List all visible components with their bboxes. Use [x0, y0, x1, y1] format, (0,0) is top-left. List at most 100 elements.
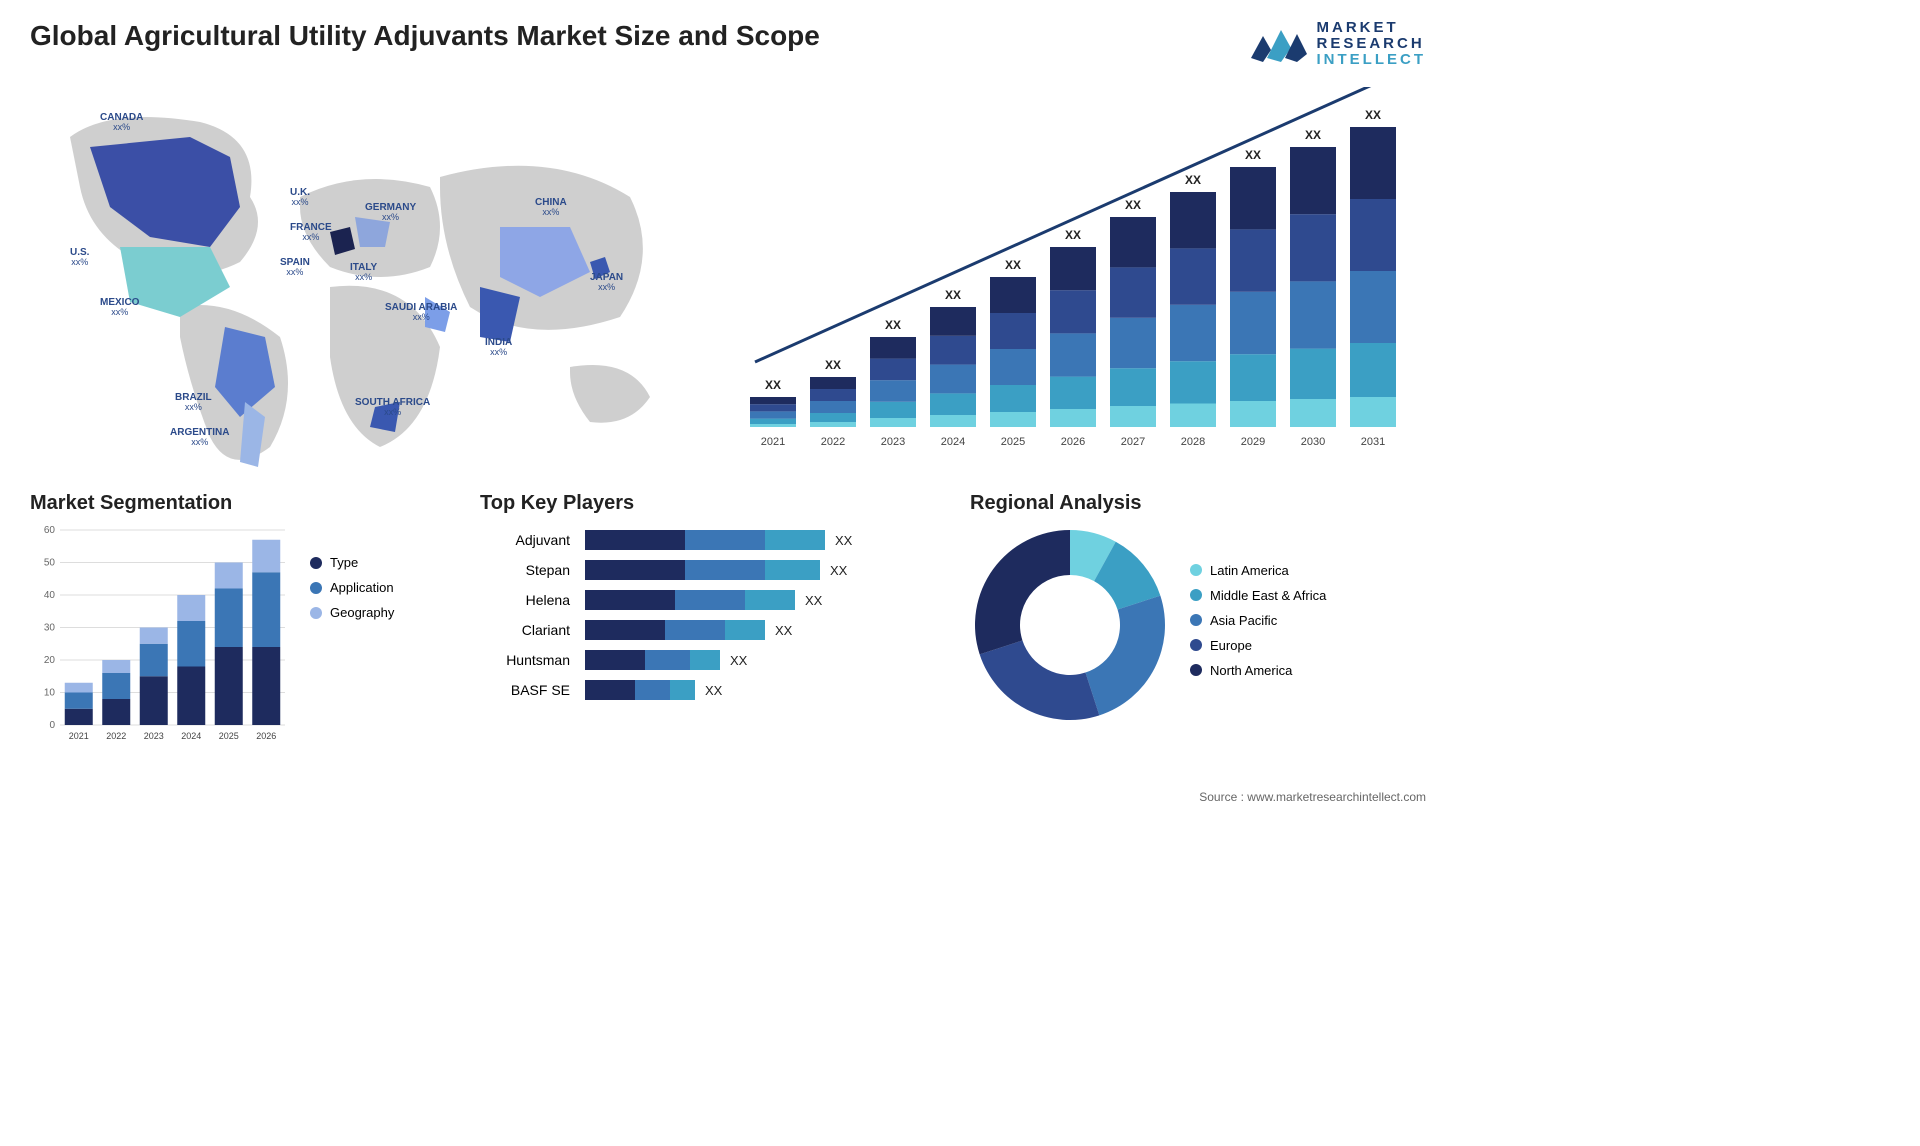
svg-text:2023: 2023 — [881, 436, 905, 448]
svg-text:XX: XX — [945, 288, 961, 302]
svg-text:XX: XX — [1365, 108, 1381, 122]
legend-item: Latin America — [1190, 563, 1326, 578]
player-label: BASF SE — [480, 675, 570, 705]
legend-label: Application — [330, 580, 394, 595]
map-label: FRANCExx% — [290, 222, 332, 243]
top-row: CANADAxx%U.S.xx%MEXICOxx%BRAZILxx%ARGENT… — [30, 87, 1426, 467]
growth-chart-svg: 2021XX2022XX2023XX2024XX2025XX2026XX2027… — [730, 87, 1430, 467]
map-label: SAUDI ARABIAxx% — [385, 302, 457, 323]
svg-text:2022: 2022 — [106, 731, 126, 741]
svg-text:30: 30 — [44, 623, 56, 634]
legend-item: Application — [310, 580, 450, 595]
legend-swatch-icon — [1190, 564, 1202, 576]
segmentation-svg: 0102030405060202120222023202420252026 — [30, 525, 290, 745]
map-label: INDIAxx% — [485, 337, 512, 358]
logo-text: MARKET RESEARCH INTELLECT — [1317, 20, 1427, 67]
donut-svg — [970, 525, 1170, 725]
map-label: SPAINxx% — [280, 257, 310, 278]
player-row: XX — [585, 555, 940, 585]
legend-item: Europe — [1190, 638, 1326, 653]
player-bar — [585, 650, 720, 670]
segmentation-title: Market Segmentation — [30, 492, 450, 515]
source-attribution: Source : www.marketresearchintellect.com — [1199, 790, 1426, 804]
logo-line1: MARKET — [1317, 20, 1427, 36]
legend-swatch-icon — [1190, 614, 1202, 626]
player-row: XX — [585, 645, 940, 675]
svg-text:2024: 2024 — [941, 436, 965, 448]
bottom-row: Market Segmentation 01020304050602021202… — [30, 492, 1426, 750]
svg-text:2024: 2024 — [181, 731, 201, 741]
legend-swatch-icon — [1190, 639, 1202, 651]
logo-line2: RESEARCH — [1317, 36, 1427, 52]
key-players-panel: Top Key Players AdjuvantStepanHelenaClar… — [480, 492, 940, 750]
legend-swatch-icon — [310, 607, 322, 619]
logo-peaks-icon — [1249, 24, 1309, 64]
regional-title: Regional Analysis — [970, 492, 1426, 515]
svg-text:40: 40 — [44, 590, 56, 601]
legend-item: Middle East & Africa — [1190, 588, 1326, 603]
svg-text:2021: 2021 — [69, 731, 89, 741]
world-map-panel: CANADAxx%U.S.xx%MEXICOxx%BRAZILxx%ARGENT… — [30, 87, 690, 467]
regional-panel: Regional Analysis Latin America Middle Ea… — [970, 492, 1426, 750]
legend-label: Latin America — [1210, 563, 1289, 578]
legend-swatch-icon — [1190, 664, 1202, 676]
legend-label: Middle East & Africa — [1210, 588, 1326, 603]
key-players-title: Top Key Players — [480, 492, 940, 515]
svg-text:XX: XX — [825, 358, 841, 372]
map-label: CHINAxx% — [535, 197, 567, 218]
svg-text:2031: 2031 — [1361, 436, 1385, 448]
regional-donut — [970, 525, 1170, 725]
legend-item: Geography — [310, 605, 450, 620]
svg-text:XX: XX — [765, 378, 781, 392]
map-label: JAPANxx% — [590, 272, 623, 293]
key-players-bars: XX XX XX XX XX XX — [585, 525, 940, 705]
player-label: Adjuvant — [480, 525, 570, 555]
logo-line3: INTELLECT — [1317, 52, 1427, 68]
svg-text:2029: 2029 — [1241, 436, 1265, 448]
svg-text:2023: 2023 — [144, 731, 164, 741]
player-bar — [585, 560, 820, 580]
svg-text:XX: XX — [1305, 128, 1321, 142]
svg-text:2030: 2030 — [1301, 436, 1325, 448]
svg-text:2027: 2027 — [1121, 436, 1145, 448]
player-row: XX — [585, 525, 940, 555]
legend-swatch-icon — [310, 557, 322, 569]
svg-text:20: 20 — [44, 655, 56, 666]
map-label: MEXICOxx% — [100, 297, 139, 318]
legend-label: North America — [1210, 663, 1292, 678]
player-value: XX — [775, 623, 792, 638]
svg-text:2021: 2021 — [761, 436, 785, 448]
player-label: Huntsman — [480, 645, 570, 675]
player-value: XX — [705, 683, 722, 698]
player-bar — [585, 530, 825, 550]
player-label: Stepan — [480, 555, 570, 585]
legend-item: Asia Pacific — [1190, 613, 1326, 628]
svg-text:XX: XX — [1125, 198, 1141, 212]
map-label: SOUTH AFRICAxx% — [355, 397, 430, 418]
player-bar — [585, 590, 795, 610]
legend-label: Type — [330, 555, 358, 570]
svg-text:XX: XX — [1245, 148, 1261, 162]
svg-text:50: 50 — [44, 558, 56, 569]
legend-item: North America — [1190, 663, 1326, 678]
map-label: U.S.xx% — [70, 247, 89, 268]
segmentation-legend: Type Application Geography — [310, 525, 450, 750]
player-row: XX — [585, 615, 940, 645]
player-bar — [585, 680, 695, 700]
player-label: Helena — [480, 585, 570, 615]
growth-chart-panel: 2021XX2022XX2023XX2024XX2025XX2026XX2027… — [730, 87, 1430, 467]
legend-label: Asia Pacific — [1210, 613, 1277, 628]
map-label: BRAZILxx% — [175, 392, 212, 413]
svg-text:2025: 2025 — [219, 731, 239, 741]
legend-label: Geography — [330, 605, 394, 620]
svg-text:10: 10 — [44, 688, 56, 699]
player-value: XX — [805, 593, 822, 608]
svg-text:2025: 2025 — [1001, 436, 1025, 448]
key-players-labels: AdjuvantStepanHelenaClariantHuntsmanBASF… — [480, 525, 570, 705]
svg-text:2026: 2026 — [1061, 436, 1085, 448]
player-value: XX — [835, 533, 852, 548]
svg-text:XX: XX — [1065, 228, 1081, 242]
map-label: ITALYxx% — [350, 262, 377, 283]
svg-text:2028: 2028 — [1181, 436, 1205, 448]
map-label: GERMANYxx% — [365, 202, 416, 223]
